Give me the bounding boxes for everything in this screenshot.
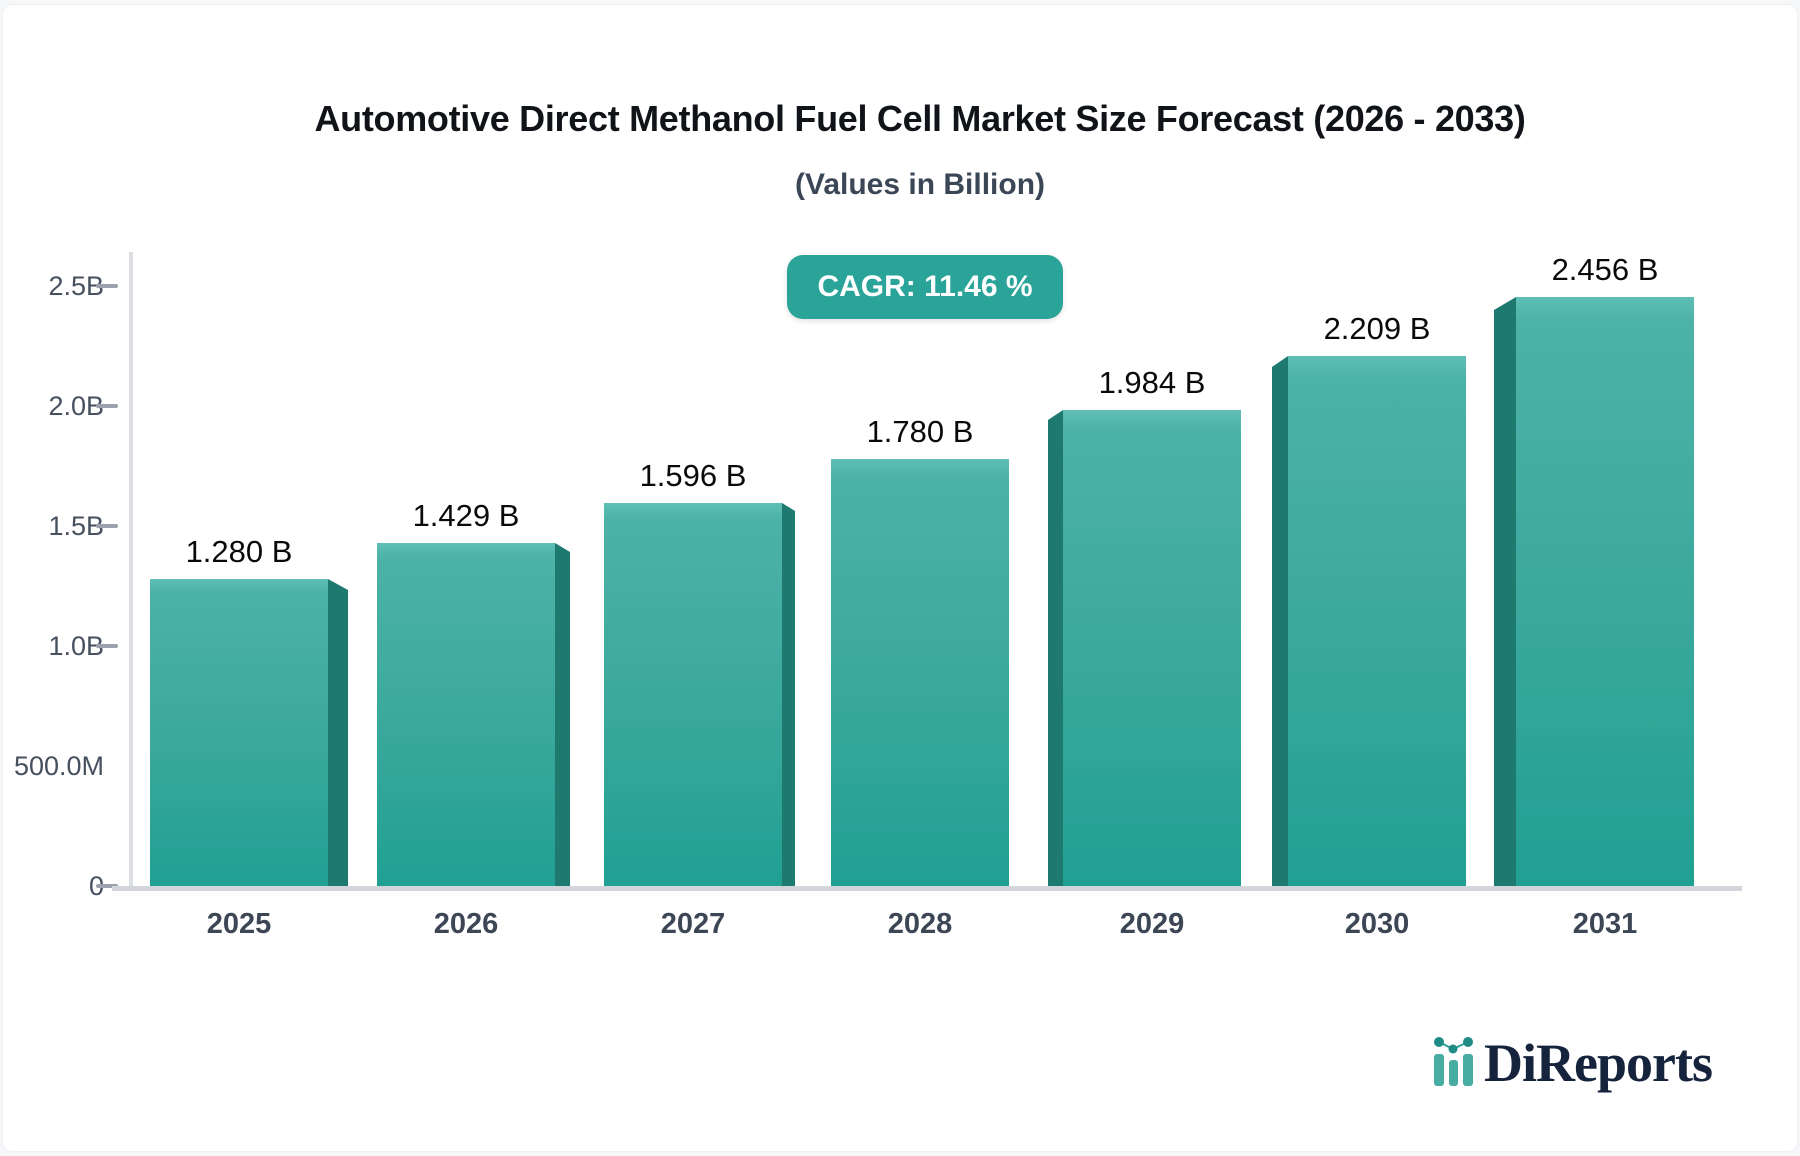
y-axis-tick: [96, 644, 118, 648]
bar: [1516, 297, 1694, 886]
y-axis-tick: [96, 404, 118, 408]
y-axis-tick: [96, 524, 118, 528]
bar: [150, 579, 328, 886]
y-axis-label: 1.0B: [48, 631, 104, 661]
bar: [377, 543, 555, 886]
chart-title: Automotive Direct Methanol Fuel Cell Mar…: [314, 98, 1526, 139]
direports-logo-text: DiReports: [1484, 1033, 1713, 1093]
x-axis-label: 2026: [433, 908, 499, 940]
y-axis-label: 0: [0, 870, 104, 902]
bar-value-label: 1.596 B: [639, 458, 747, 493]
y-axis-label: 2.0B: [48, 391, 104, 421]
bar-value-label: 1.280 B: [185, 534, 293, 569]
x-axis-label: 2031: [1572, 908, 1638, 940]
bar-side-face: [1494, 297, 1516, 886]
bar-side-face: [1048, 410, 1063, 886]
y-axis-tick: [96, 284, 118, 288]
x-axis-label: 2027: [660, 908, 726, 940]
x-axis-label: 2030: [1344, 908, 1410, 940]
bar-side-face: [1272, 356, 1288, 886]
x-axis-label: 2025: [206, 908, 272, 940]
bar-value-label: 1.780 B: [866, 414, 974, 449]
bar: [604, 503, 782, 886]
x-axis-line: [112, 886, 1742, 891]
x-axis-label: 2029: [1119, 908, 1185, 940]
direports-logo: DiReports: [1432, 1030, 1713, 1096]
bar: [1063, 410, 1241, 886]
x-axis-label: 2028: [887, 908, 953, 940]
cagr-badge: CAGR: 11.46 %: [787, 255, 1063, 319]
y-axis-label: 500.0M: [13, 751, 104, 781]
chart-subtitle: (Values in Billion): [794, 168, 1046, 201]
bar-side-face: [782, 503, 795, 886]
bar: [1288, 356, 1466, 886]
y-axis-line: [129, 252, 133, 890]
bar-side-face: [328, 579, 348, 886]
y-axis-label: 1.5B: [48, 511, 104, 541]
bar-value-label: 1.984 B: [1098, 365, 1206, 400]
y-axis-tick: [96, 884, 118, 888]
bar: [831, 459, 1009, 886]
y-axis-label: 2.5B: [48, 271, 104, 301]
bar-side-face: [555, 543, 570, 886]
bar-value-label: 2.209 B: [1323, 311, 1431, 346]
direports-logo-icon: [1434, 1037, 1473, 1086]
bar-value-label: 2.456 B: [1551, 252, 1659, 287]
bar-value-label: 1.429 B: [412, 498, 520, 533]
